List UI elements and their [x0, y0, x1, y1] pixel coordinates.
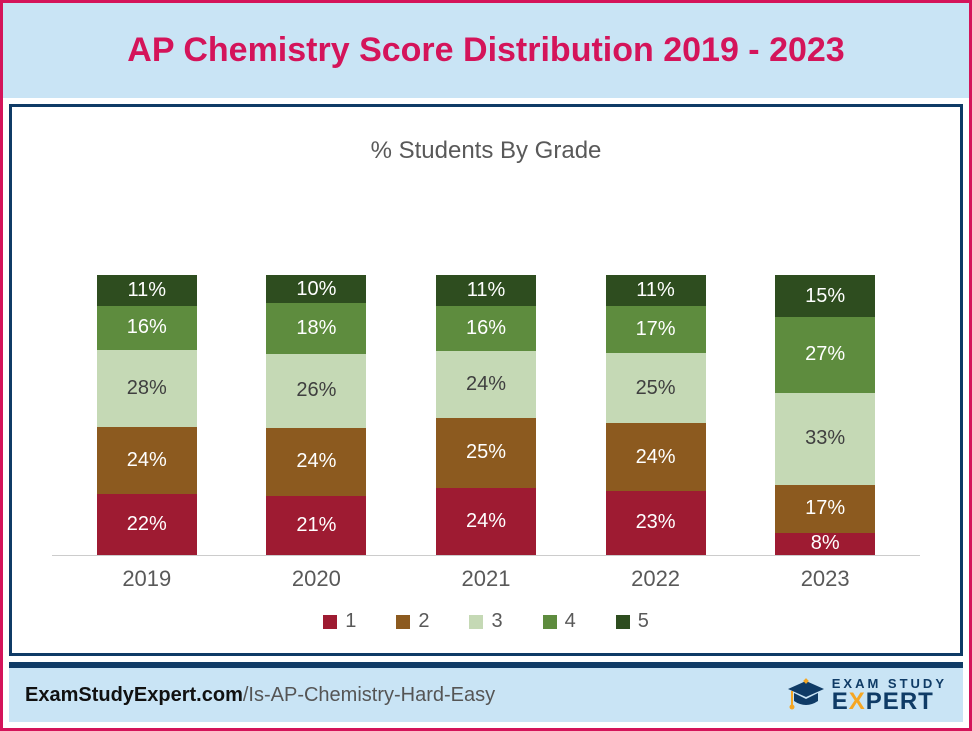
- bar-segment: 17%: [606, 306, 706, 354]
- legend-item: 3: [469, 610, 502, 633]
- logo-bottom-text: EXPERT: [832, 690, 947, 714]
- legend-item: 5: [616, 610, 649, 633]
- bar-segment: 11%: [436, 275, 536, 306]
- x-axis-label: 2019: [97, 566, 197, 592]
- legend-label: 3: [491, 610, 502, 633]
- bar-segment: 24%: [436, 488, 536, 555]
- bar-segment: 24%: [266, 428, 366, 496]
- bar-segment: 26%: [266, 354, 366, 428]
- stacked-bar: 21%24%26%18%10%: [266, 275, 366, 555]
- bar-segment: 23%: [606, 491, 706, 555]
- legend: 1 2 3 4 5: [52, 610, 920, 633]
- legend-label: 1: [345, 610, 356, 633]
- x-axis-label: 2021: [436, 566, 536, 592]
- bar-column: 8%17%33%27%15%: [775, 275, 875, 555]
- bar-segment: 33%: [775, 393, 875, 485]
- bar-segment: 11%: [606, 275, 706, 306]
- x-axis-label: 2022: [606, 566, 706, 592]
- graduation-cap-icon: [786, 677, 826, 713]
- chart-subtitle: % Students By Grade: [52, 137, 920, 165]
- legend-label: 5: [638, 610, 649, 633]
- bar-segment: 24%: [606, 423, 706, 490]
- x-axis-label: 2020: [266, 566, 366, 592]
- bar-segment: 24%: [97, 427, 197, 494]
- bar-segment: 18%: [266, 303, 366, 354]
- brand-logo: EXAM STUDY EXPERT: [786, 677, 947, 714]
- legend-swatch: [396, 615, 410, 629]
- footer-url-domain: ExamStudyExpert.com: [25, 684, 243, 706]
- bar-segment: 25%: [606, 353, 706, 423]
- stacked-bar: 23%24%25%17%11%: [606, 275, 706, 555]
- chart-area: 22%24%28%16%11%21%24%26%18%10%24%25%24%1…: [52, 205, 920, 633]
- x-axis-labels: 2019 2020 2021 2022 2023: [52, 556, 920, 592]
- bar-segment: 25%: [436, 418, 536, 488]
- outer-frame: AP Chemistry Score Distribution 2019 - 2…: [0, 0, 972, 731]
- footer-url-path: /Is-AP-Chemistry-Hard-Easy: [243, 684, 495, 706]
- legend-item: 4: [543, 610, 576, 633]
- bar-segment: 8%: [775, 533, 875, 555]
- stacked-bar: 24%25%24%16%11%: [436, 275, 536, 555]
- bar-segment: 16%: [436, 306, 536, 351]
- bar-segment: 21%: [266, 496, 366, 555]
- bar-segment: 24%: [436, 351, 536, 418]
- x-axis-label: 2023: [775, 566, 875, 592]
- bar-segment: 11%: [97, 275, 197, 305]
- legend-swatch: [543, 615, 557, 629]
- bar-column: 21%24%26%18%10%: [266, 275, 366, 555]
- stacked-bar: 22%24%28%16%11%: [97, 275, 197, 555]
- bar-column: 23%24%25%17%11%: [606, 275, 706, 555]
- bar-column: 22%24%28%16%11%: [97, 275, 197, 555]
- legend-label: 2: [418, 610, 429, 633]
- footer: ExamStudyExpert.com/Is-AP-Chemistry-Hard…: [9, 662, 963, 722]
- legend-item: 1: [323, 610, 356, 633]
- logo-text: EXAM STUDY EXPERT: [832, 677, 947, 714]
- bar-segment: 22%: [97, 494, 197, 555]
- bar-segment: 17%: [775, 485, 875, 533]
- bar-segment: 15%: [775, 275, 875, 317]
- main-title: AP Chemistry Score Distribution 2019 - 2…: [23, 31, 949, 70]
- chart-panel: % Students By Grade 22%24%28%16%11%21%24…: [9, 104, 963, 656]
- bar-segment: 16%: [97, 306, 197, 350]
- bar-segment: 10%: [266, 275, 366, 303]
- stacked-bar: 8%17%33%27%15%: [775, 275, 875, 555]
- bar-segment: 28%: [97, 350, 197, 428]
- footer-url: ExamStudyExpert.com/Is-AP-Chemistry-Hard…: [25, 684, 495, 707]
- legend-label: 4: [565, 610, 576, 633]
- legend-swatch: [469, 615, 483, 629]
- bar-segment: 27%: [775, 317, 875, 393]
- legend-item: 2: [396, 610, 429, 633]
- bar-column: 24%25%24%16%11%: [436, 275, 536, 555]
- legend-swatch: [323, 615, 337, 629]
- bars-row: 22%24%28%16%11%21%24%26%18%10%24%25%24%1…: [52, 205, 920, 556]
- title-panel: AP Chemistry Score Distribution 2019 - 2…: [3, 3, 969, 98]
- legend-swatch: [616, 615, 630, 629]
